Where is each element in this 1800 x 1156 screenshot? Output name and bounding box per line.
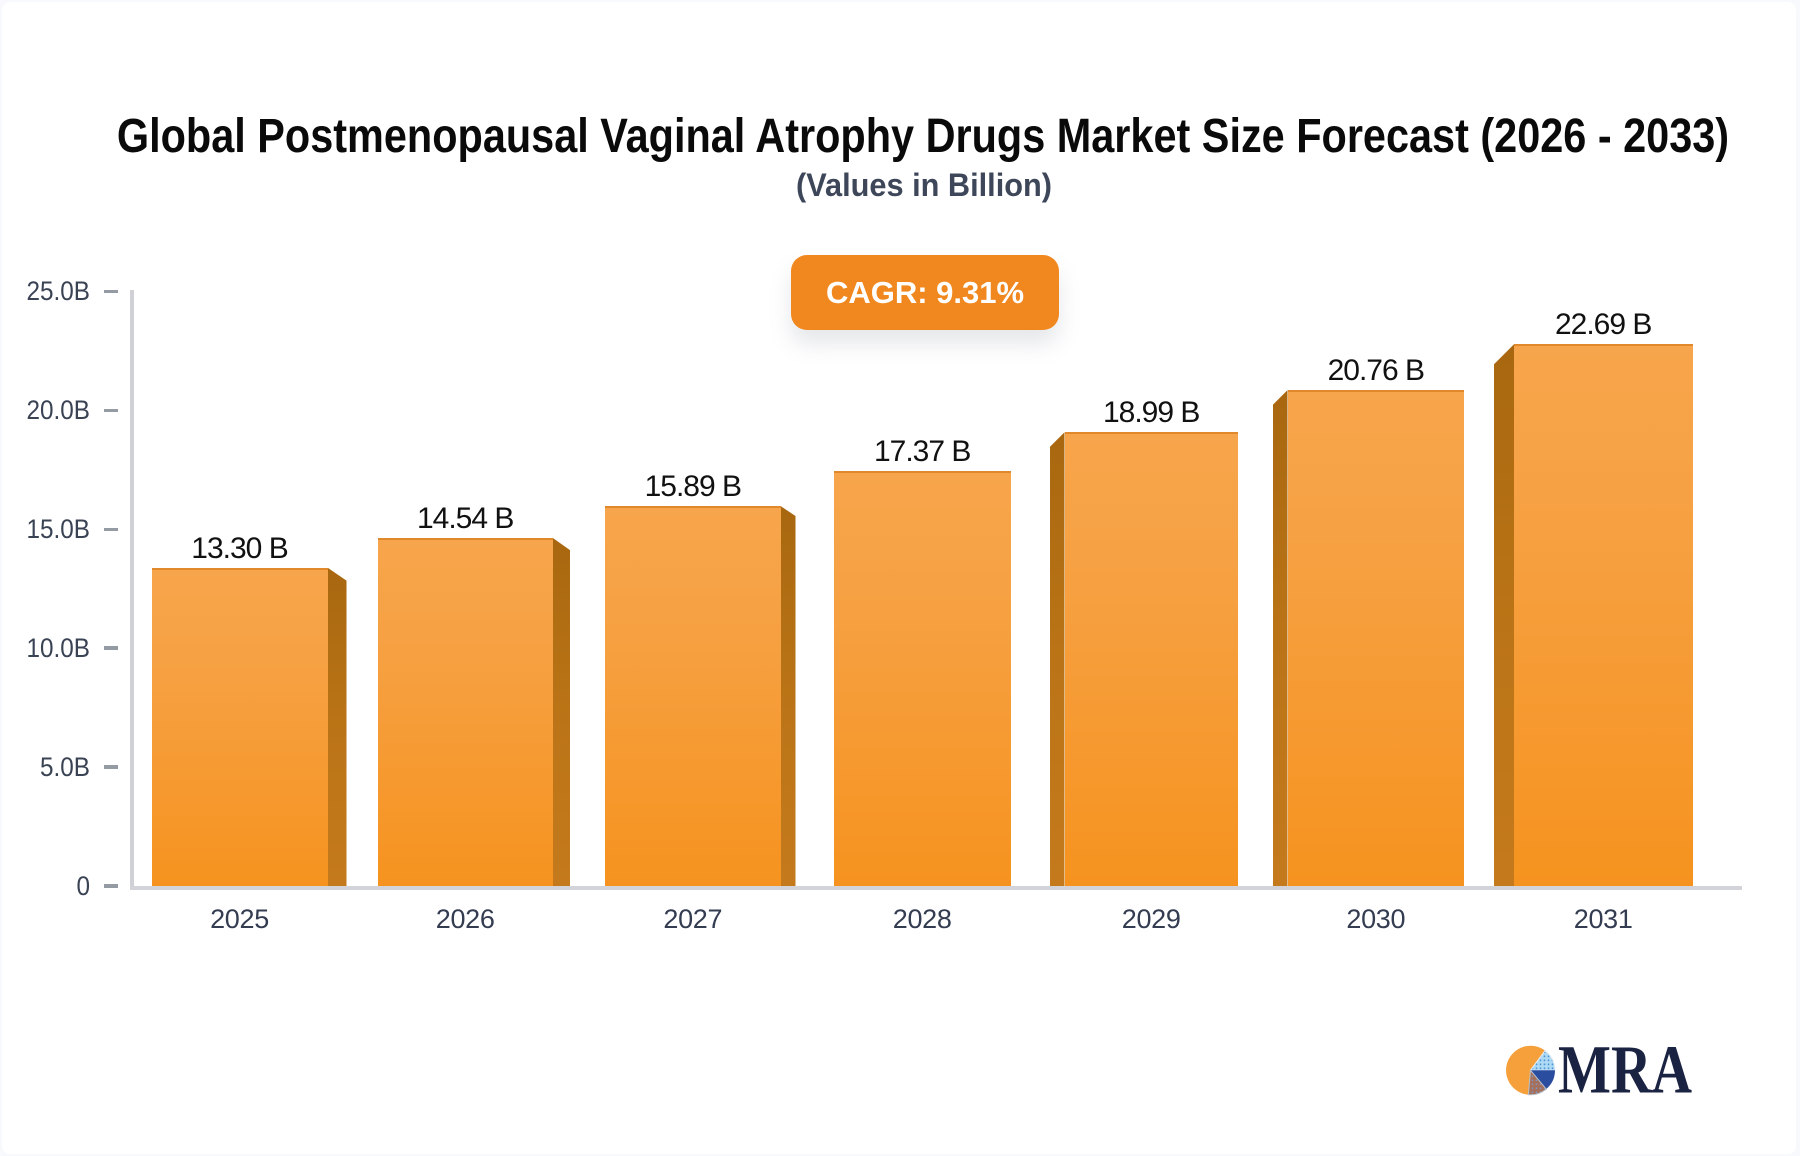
svg-text:MRA: MRA xyxy=(1558,1035,1692,1107)
